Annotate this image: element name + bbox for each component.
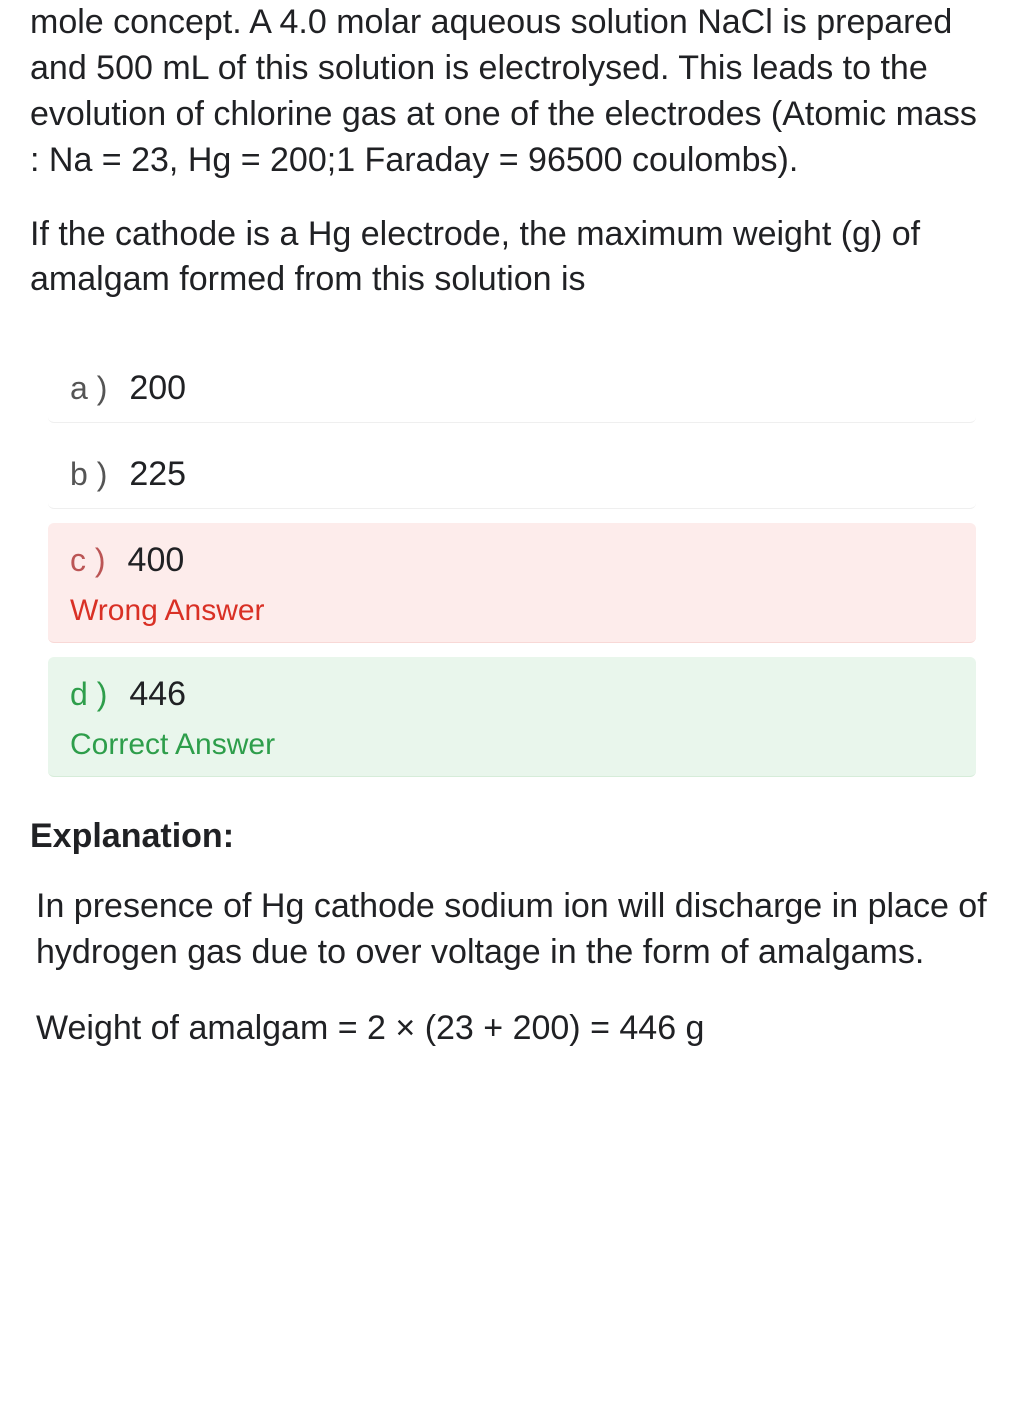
option-c[interactable]: c ) 400 Wrong Answer <box>48 523 976 643</box>
option-value: 225 <box>129 455 186 494</box>
option-d[interactable]: d ) 446 Correct Answer <box>48 657 976 777</box>
question-paragraph-1: mole concept. A 4.0 molar aqueous soluti… <box>30 0 994 184</box>
option-value: 446 <box>129 675 186 714</box>
question-paragraph-2: If the cathode is a Hg electrode, the ma… <box>30 212 994 304</box>
option-letter: a ) <box>70 370 107 407</box>
options-list: a ) 200 b ) 225 c ) 400 Wrong Answer d )… <box>30 351 994 777</box>
option-b[interactable]: b ) 225 <box>48 437 976 509</box>
option-value: 400 <box>128 541 185 580</box>
option-letter: b ) <box>70 456 107 493</box>
option-letter: d ) <box>70 676 107 713</box>
explanation-heading: Explanation: <box>30 817 994 856</box>
explanation-body: In presence of Hg cathode sodium ion wil… <box>30 884 994 976</box>
correct-answer-label: Correct Answer <box>70 728 954 762</box>
option-letter: c ) <box>70 542 106 579</box>
explanation-calculation: Weight of amalgam = 2 × (23 + 200) = 446… <box>30 1006 994 1052</box>
option-a[interactable]: a ) 200 <box>48 351 976 423</box>
wrong-answer-label: Wrong Answer <box>70 594 954 628</box>
option-value: 200 <box>129 369 186 408</box>
